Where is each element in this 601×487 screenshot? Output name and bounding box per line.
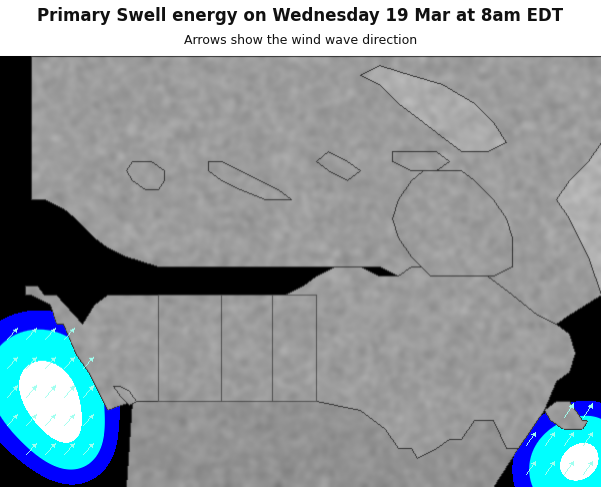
Text: Primary Swell energy on Wednesday 19 Mar at 8am EDT: Primary Swell energy on Wednesday 19 Mar… <box>37 7 564 25</box>
Text: Arrows show the wind wave direction: Arrows show the wind wave direction <box>184 34 417 47</box>
